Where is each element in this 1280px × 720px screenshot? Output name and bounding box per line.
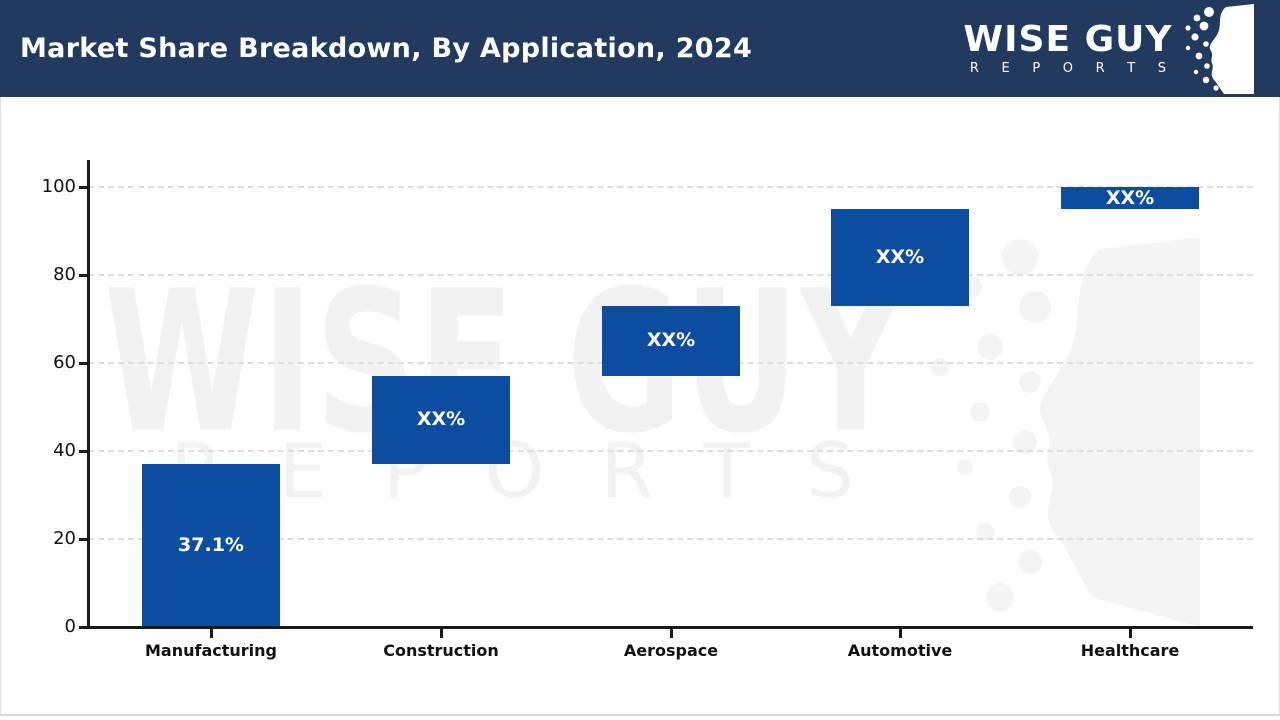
gridline-100 — [88, 186, 1253, 188]
y-tick-label-40: 40 — [53, 440, 76, 461]
bar-value-label: XX% — [875, 245, 925, 268]
bar-value-label: XX% — [646, 329, 696, 352]
bar-construction: XX% — [372, 376, 510, 464]
waterfall-chart: WISE GUY REPORTS 0 20 40 60 80 100 37.1% XX% XX%… — [0, 97, 1280, 720]
category-label-manufacturing: Manufacturing — [145, 641, 277, 660]
logo-sub-text: R E P O R T S — [969, 60, 1176, 76]
wise-guy-reports-logo: WISE GUY R E P O R T S — [960, 3, 1254, 94]
gridline-80 — [88, 274, 1253, 276]
y-tick-label-100: 100 — [41, 176, 76, 197]
y-tick-label-60: 60 — [53, 352, 76, 373]
category-label-healthcare: Healthcare — [1080, 641, 1180, 660]
bar-automotive: XX% — [831, 209, 969, 306]
bar-manufacturing: 37.1% — [142, 463, 280, 627]
page-title: Market Share Breakdown, By Application, … — [20, 33, 753, 64]
y-tick-80 — [79, 274, 88, 277]
category-label-aerospace: Aerospace — [623, 641, 719, 660]
y-tick-label-20: 20 — [53, 528, 76, 549]
x-axis-line — [86, 626, 1253, 629]
gridline-40 — [88, 450, 1253, 452]
y-tick-label-0: 0 — [64, 616, 76, 637]
y-tick-20 — [79, 538, 88, 541]
y-tick-40 — [79, 450, 88, 453]
gridline-20 — [88, 538, 1253, 540]
x-tick-manufacturing — [210, 629, 213, 638]
y-axis-line — [87, 160, 90, 629]
footer-divider — [0, 714, 1280, 716]
watermark-sub-text: REPORTS — [170, 426, 911, 515]
header-bar: Market Share Breakdown, By Application, … — [0, 0, 1280, 97]
logo-name-text: WISE GUY — [963, 18, 1173, 60]
bar-value-label: XX% — [416, 408, 466, 431]
bar-value-label: 37.1% — [178, 533, 244, 556]
logo-wordmark: WISE GUY R E P O R T S — [960, 18, 1176, 76]
x-tick-construction — [440, 629, 443, 638]
category-label-construction: Construction — [383, 641, 499, 660]
y-tick-60 — [79, 362, 88, 365]
logo-face-icon — [1185, 3, 1254, 94]
bar-healthcare: XX% — [1061, 187, 1199, 209]
bar-value-label: XX% — [1105, 186, 1155, 209]
y-tick-label-80: 80 — [53, 264, 76, 285]
category-label-automotive: Automotive — [847, 641, 953, 660]
y-tick-0 — [79, 626, 88, 629]
x-tick-automotive — [899, 629, 902, 638]
y-tick-100 — [79, 186, 88, 189]
x-tick-aerospace — [670, 629, 673, 638]
bar-aerospace: XX% — [602, 305, 740, 377]
x-tick-healthcare — [1129, 629, 1132, 638]
